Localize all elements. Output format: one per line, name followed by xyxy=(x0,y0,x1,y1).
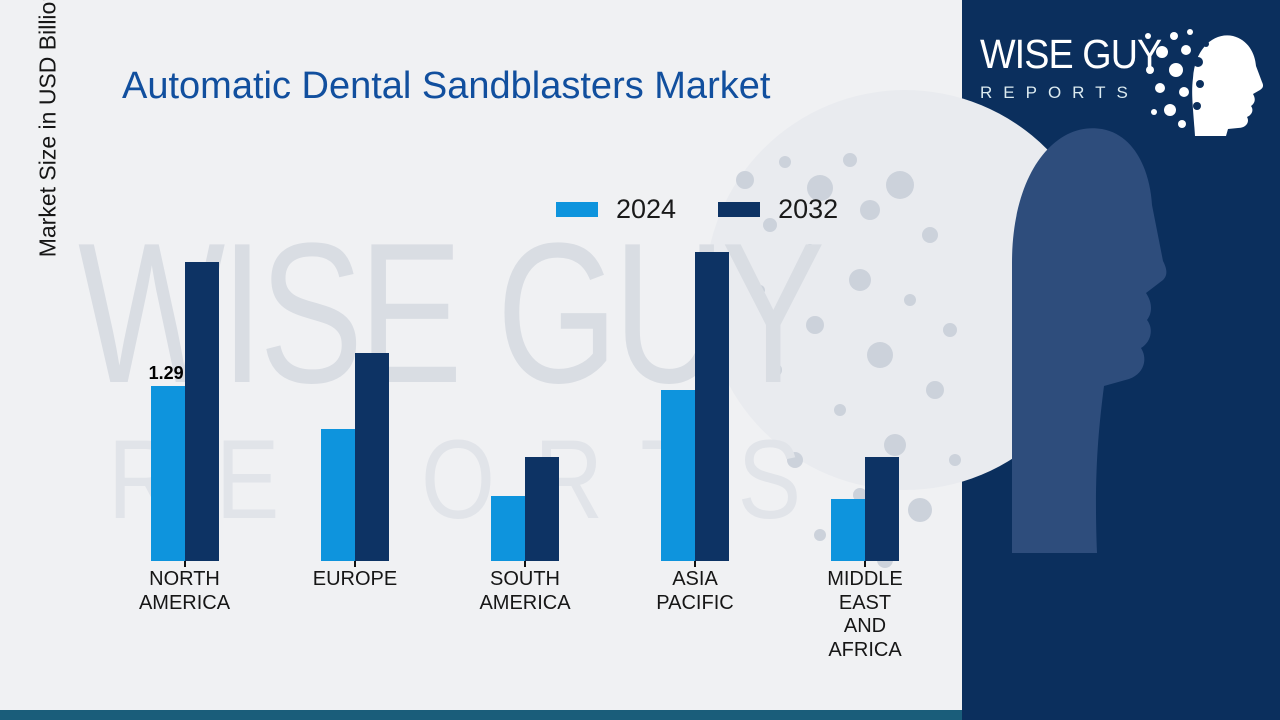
x-label-line: AMERICA xyxy=(479,591,571,614)
x-label-line: MIDDLE xyxy=(827,568,903,590)
x-label-line: AMERICA xyxy=(138,591,231,614)
bar-2032-europe xyxy=(355,353,389,561)
legend-item-2024: 2024 xyxy=(556,194,676,225)
x-label-line: AND xyxy=(843,615,887,638)
x-label-line: ASIA xyxy=(672,568,718,590)
logo-wordmark: WISE GUY xyxy=(980,31,1162,77)
x-label-europe: EUROPE xyxy=(275,568,435,592)
watermark-dots xyxy=(736,153,961,568)
bar-2024-south-america xyxy=(491,495,525,561)
x-label-south-america: SOUTH AMERICA xyxy=(445,568,605,615)
x-label-line: EUROPE xyxy=(312,568,398,590)
bar-2032-north-america xyxy=(184,262,219,561)
legend-swatch-2032 xyxy=(718,202,761,217)
logo-face-icon xyxy=(1145,29,1264,136)
x-label-north-america: NORTH AMERICA xyxy=(105,568,265,615)
x-label-line: AFRICA xyxy=(828,638,902,661)
x-tick-middle-east-and-africa xyxy=(864,561,866,567)
legend-item-2032: 2032 xyxy=(718,194,838,225)
wiseguy-logo: WISE GUY REPORTS xyxy=(980,34,1177,103)
logo-reports-text: REPORTS xyxy=(980,83,1139,102)
chart-legend: 2024 2032 xyxy=(556,194,880,225)
x-tick-south-america xyxy=(524,561,526,567)
bar-2024-asia-pacific xyxy=(661,390,695,561)
value-label-2024: 1.29 xyxy=(148,362,184,383)
page-title: Automatic Dental Sandblasters Market xyxy=(122,65,771,108)
bottom-accent-bar xyxy=(0,710,1280,720)
face-silhouette xyxy=(1012,128,1167,553)
x-tick-north-america xyxy=(183,561,186,567)
x-label-line: NORTH xyxy=(149,568,220,590)
legend-label: 2024 xyxy=(616,194,677,224)
x-tick-asia-pacific xyxy=(694,561,696,567)
bar-2024-north-america xyxy=(150,385,185,561)
x-label-line: SOUTH xyxy=(490,568,560,590)
bar-2032-middle-east-and-africa xyxy=(865,456,899,561)
x-label-middle-east-and-africa: MIDDLE EAST AND AFRICA xyxy=(785,568,945,662)
x-label-asia-pacific: ASIA PACIFIC xyxy=(615,568,775,615)
bar-2024-europe xyxy=(321,429,355,561)
x-tick-europe xyxy=(354,561,356,567)
bar-2032-asia-pacific xyxy=(695,251,729,561)
x-label-line: EAST xyxy=(838,591,892,614)
legend-swatch-2024 xyxy=(556,202,598,217)
bar-2024-middle-east-and-africa xyxy=(831,498,865,561)
bar-2032-south-america xyxy=(525,456,559,561)
x-label-line: PACIFIC xyxy=(656,591,734,614)
legend-label: 2032 xyxy=(778,194,839,224)
